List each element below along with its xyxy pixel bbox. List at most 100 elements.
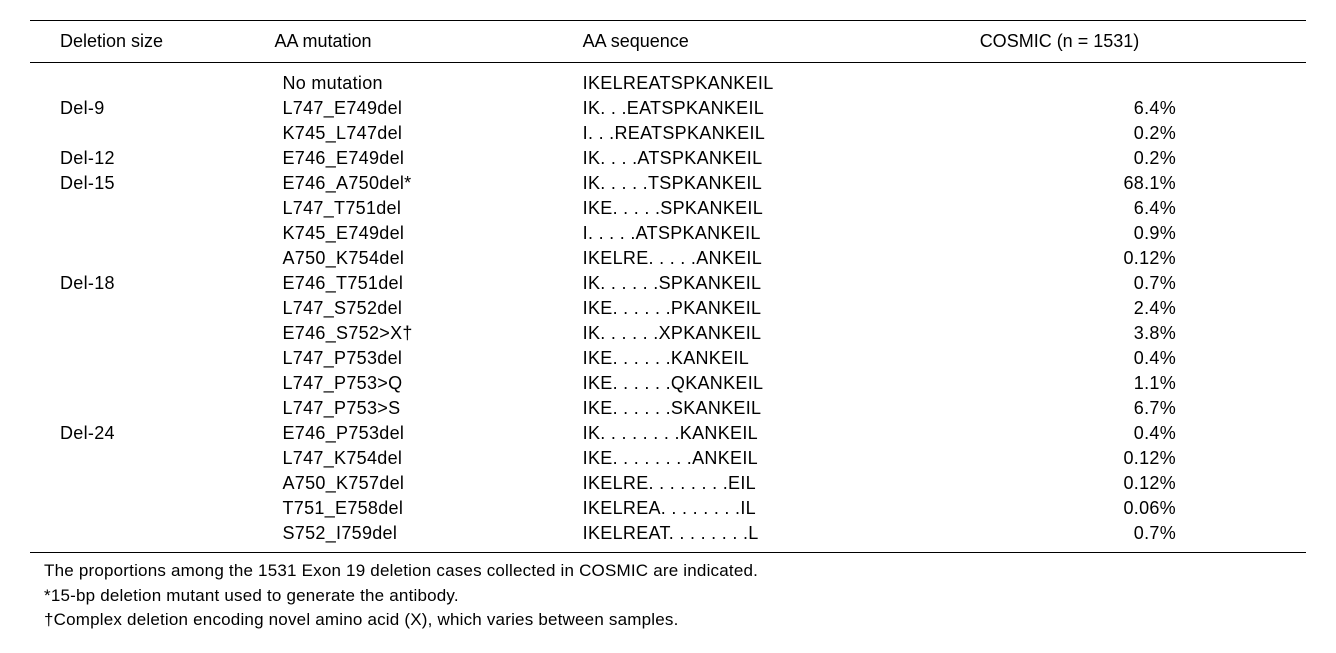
cell-deletion-size bbox=[30, 196, 274, 221]
cell-cosmic: 0.9% bbox=[935, 221, 1306, 246]
cell-aa-sequence: I. . . . .ATSPKANKEIL bbox=[575, 221, 935, 246]
header-aa-mutation: AA mutation bbox=[274, 21, 574, 63]
cell-aa-mutation: K745_L747del bbox=[274, 121, 574, 146]
cell-cosmic: 68.1% bbox=[935, 171, 1306, 196]
cell-cosmic: 0.12% bbox=[935, 246, 1306, 271]
cell-cosmic: 1.1% bbox=[935, 371, 1306, 396]
cell-aa-mutation: No mutation bbox=[274, 63, 574, 97]
table-row: L747_P753>SIKE. . . . . .SKANKEIL6.7% bbox=[30, 396, 1306, 421]
cell-cosmic: 0.4% bbox=[935, 421, 1306, 446]
table-body: No mutationIKELREATSPKANKEILDel-9L747_E7… bbox=[30, 63, 1306, 553]
cell-cosmic: 0.7% bbox=[935, 271, 1306, 296]
cell-cosmic: 0.2% bbox=[935, 146, 1306, 171]
cell-aa-mutation: E746_A750del* bbox=[274, 171, 574, 196]
cell-aa-mutation: L747_P753>Q bbox=[274, 371, 574, 396]
cell-aa-sequence: IK. . . . . . . .KANKEIL bbox=[575, 421, 935, 446]
cell-deletion-size bbox=[30, 296, 274, 321]
cell-deletion-size bbox=[30, 346, 274, 371]
cell-aa-mutation: A750_K754del bbox=[274, 246, 574, 271]
cell-aa-sequence: IKELREAT. . . . . . . .L bbox=[575, 521, 935, 553]
table-row: No mutationIKELREATSPKANKEIL bbox=[30, 63, 1306, 97]
cell-aa-sequence: IKE. . . . .SPKANKEIL bbox=[575, 196, 935, 221]
cell-aa-sequence: IKELREA. . . . . . . .IL bbox=[575, 496, 935, 521]
cell-aa-mutation: S752_I759del bbox=[274, 521, 574, 553]
table-row: L747_P753delIKE. . . . . .KANKEIL0.4% bbox=[30, 346, 1306, 371]
cell-deletion-size bbox=[30, 521, 274, 553]
footnotes: The proportions among the 1531 Exon 19 d… bbox=[30, 553, 1306, 633]
cell-deletion-size bbox=[30, 63, 274, 97]
table-row: L747_T751delIKE. . . . .SPKANKEIL6.4% bbox=[30, 196, 1306, 221]
footnote-complex: †Complex deletion encoding novel amino a… bbox=[44, 608, 1306, 633]
cell-aa-mutation: L747_T751del bbox=[274, 196, 574, 221]
table-row: L747_P753>QIKE. . . . . .QKANKEIL1.1% bbox=[30, 371, 1306, 396]
cell-aa-sequence: IKE. . . . . .KANKEIL bbox=[575, 346, 935, 371]
cell-deletion-size bbox=[30, 321, 274, 346]
cell-deletion-size bbox=[30, 396, 274, 421]
cell-deletion-size bbox=[30, 121, 274, 146]
cell-aa-mutation: E746_S752>X† bbox=[274, 321, 574, 346]
cell-aa-sequence: IKELREATSPKANKEIL bbox=[575, 63, 935, 97]
table-row: K745_L747delI. . .REATSPKANKEIL0.2% bbox=[30, 121, 1306, 146]
table-row: A750_K757delIKELRE. . . . . . . .EIL0.12… bbox=[30, 471, 1306, 496]
cell-aa-mutation: L747_P753>S bbox=[274, 396, 574, 421]
cell-deletion-size: Del-18 bbox=[30, 271, 274, 296]
cell-aa-sequence: IKE. . . . . . . .ANKEIL bbox=[575, 446, 935, 471]
mutation-table: Deletion size AA mutation AA sequence CO… bbox=[30, 20, 1306, 553]
header-aa-sequence: AA sequence bbox=[575, 21, 935, 63]
cell-deletion-size: Del-9 bbox=[30, 96, 274, 121]
cell-deletion-size: Del-12 bbox=[30, 146, 274, 171]
cell-cosmic: 6.7% bbox=[935, 396, 1306, 421]
table-row: Del-24E746_P753delIK. . . . . . . .KANKE… bbox=[30, 421, 1306, 446]
table-row: L747_K754delIKE. . . . . . . .ANKEIL0.12… bbox=[30, 446, 1306, 471]
cell-aa-sequence: IK. . .EATSPKANKEIL bbox=[575, 96, 935, 121]
table-row: L747_S752delIKE. . . . . .PKANKEIL2.4% bbox=[30, 296, 1306, 321]
cell-aa-sequence: I. . .REATSPKANKEIL bbox=[575, 121, 935, 146]
header-cosmic: COSMIC (n = 1531) bbox=[935, 21, 1306, 63]
cell-aa-mutation: E746_T751del bbox=[274, 271, 574, 296]
cell-deletion-size bbox=[30, 446, 274, 471]
cell-deletion-size bbox=[30, 246, 274, 271]
cell-cosmic: 6.4% bbox=[935, 96, 1306, 121]
cell-aa-mutation: T751_E758del bbox=[274, 496, 574, 521]
cell-aa-sequence: IKE. . . . . .SKANKEIL bbox=[575, 396, 935, 421]
cell-aa-sequence: IKELRE. . . . .ANKEIL bbox=[575, 246, 935, 271]
cell-aa-sequence: IKE. . . . . .PKANKEIL bbox=[575, 296, 935, 321]
table-row: Del-9L747_E749delIK. . .EATSPKANKEIL6.4% bbox=[30, 96, 1306, 121]
table-header-row: Deletion size AA mutation AA sequence CO… bbox=[30, 21, 1306, 63]
cell-aa-sequence: IK. . . . . .XPKANKEIL bbox=[575, 321, 935, 346]
cell-cosmic bbox=[935, 63, 1306, 97]
cell-aa-mutation: K745_E749del bbox=[274, 221, 574, 246]
cell-aa-mutation: L747_E749del bbox=[274, 96, 574, 121]
cell-cosmic: 0.4% bbox=[935, 346, 1306, 371]
table-row: A750_K754delIKELRE. . . . .ANKEIL0.12% bbox=[30, 246, 1306, 271]
cell-aa-mutation: E746_P753del bbox=[274, 421, 574, 446]
header-deletion-size: Deletion size bbox=[30, 21, 274, 63]
cell-cosmic: 0.2% bbox=[935, 121, 1306, 146]
cell-cosmic: 0.12% bbox=[935, 471, 1306, 496]
cell-aa-sequence: IKE. . . . . .QKANKEIL bbox=[575, 371, 935, 396]
table-row: S752_I759delIKELREAT. . . . . . . .L0.7% bbox=[30, 521, 1306, 553]
cell-cosmic: 2.4% bbox=[935, 296, 1306, 321]
table-row: E746_S752>X†IK. . . . . .XPKANKEIL3.8% bbox=[30, 321, 1306, 346]
cell-aa-mutation: L747_K754del bbox=[274, 446, 574, 471]
cell-cosmic: 0.12% bbox=[935, 446, 1306, 471]
cell-cosmic: 0.06% bbox=[935, 496, 1306, 521]
table-row: T751_E758delIKELREA. . . . . . . .IL0.06… bbox=[30, 496, 1306, 521]
cell-deletion-size bbox=[30, 371, 274, 396]
cell-aa-sequence: IK. . . . . .SPKANKEIL bbox=[575, 271, 935, 296]
table-row: Del-18E746_T751delIK. . . . . .SPKANKEIL… bbox=[30, 271, 1306, 296]
cell-aa-sequence: IK. . . . .TSPKANKEIL bbox=[575, 171, 935, 196]
cell-aa-mutation: L747_S752del bbox=[274, 296, 574, 321]
table-row: K745_E749delI. . . . .ATSPKANKEIL0.9% bbox=[30, 221, 1306, 246]
table-row: Del-12E746_E749delIK. . . .ATSPKANKEIL0.… bbox=[30, 146, 1306, 171]
cell-aa-mutation: A750_K757del bbox=[274, 471, 574, 496]
cell-aa-sequence: IK. . . .ATSPKANKEIL bbox=[575, 146, 935, 171]
cell-cosmic: 0.7% bbox=[935, 521, 1306, 553]
cell-deletion-size bbox=[30, 496, 274, 521]
cell-deletion-size bbox=[30, 221, 274, 246]
cell-aa-sequence: IKELRE. . . . . . . .EIL bbox=[575, 471, 935, 496]
cell-cosmic: 6.4% bbox=[935, 196, 1306, 221]
cell-deletion-size bbox=[30, 471, 274, 496]
cell-cosmic: 3.8% bbox=[935, 321, 1306, 346]
cell-aa-mutation: E746_E749del bbox=[274, 146, 574, 171]
